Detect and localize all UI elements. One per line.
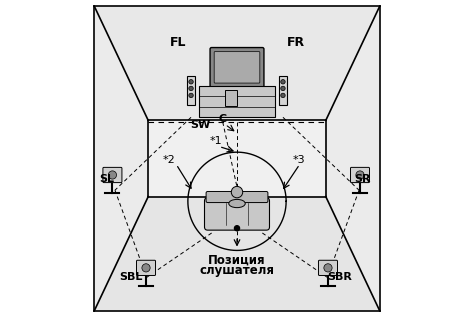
Circle shape — [281, 86, 285, 91]
Text: SR: SR — [354, 174, 371, 184]
Circle shape — [108, 171, 117, 179]
FancyBboxPatch shape — [214, 52, 260, 83]
Circle shape — [189, 86, 193, 91]
Polygon shape — [94, 6, 380, 120]
Bar — [199, 86, 275, 117]
Bar — [279, 76, 287, 105]
Text: слушателя: слушателя — [200, 263, 274, 277]
Polygon shape — [94, 6, 148, 311]
FancyBboxPatch shape — [204, 198, 270, 230]
FancyBboxPatch shape — [103, 167, 122, 183]
Text: *3: *3 — [292, 155, 305, 165]
FancyBboxPatch shape — [210, 48, 264, 87]
Circle shape — [356, 171, 364, 179]
FancyBboxPatch shape — [206, 191, 268, 203]
Text: SW: SW — [191, 120, 210, 130]
Text: SBL: SBL — [119, 272, 143, 282]
Bar — [187, 76, 195, 105]
Circle shape — [142, 264, 150, 272]
Text: Позиция: Позиция — [208, 253, 266, 267]
Circle shape — [189, 93, 193, 98]
FancyBboxPatch shape — [350, 167, 370, 183]
Text: SBR: SBR — [328, 272, 353, 282]
Text: SL: SL — [100, 174, 115, 184]
Text: C: C — [219, 114, 227, 124]
Circle shape — [189, 80, 193, 84]
Text: *2: *2 — [163, 155, 175, 165]
Text: *1: *1 — [210, 136, 223, 146]
Polygon shape — [148, 120, 326, 197]
Text: FL: FL — [170, 36, 187, 49]
Circle shape — [231, 186, 243, 198]
Ellipse shape — [229, 199, 245, 208]
Polygon shape — [94, 197, 380, 311]
Circle shape — [281, 93, 285, 98]
Circle shape — [281, 80, 285, 84]
Circle shape — [235, 226, 239, 231]
FancyBboxPatch shape — [137, 260, 155, 275]
FancyBboxPatch shape — [319, 260, 337, 275]
Bar — [225, 90, 237, 106]
Text: FR: FR — [287, 36, 305, 49]
Circle shape — [324, 264, 332, 272]
Polygon shape — [326, 6, 380, 311]
